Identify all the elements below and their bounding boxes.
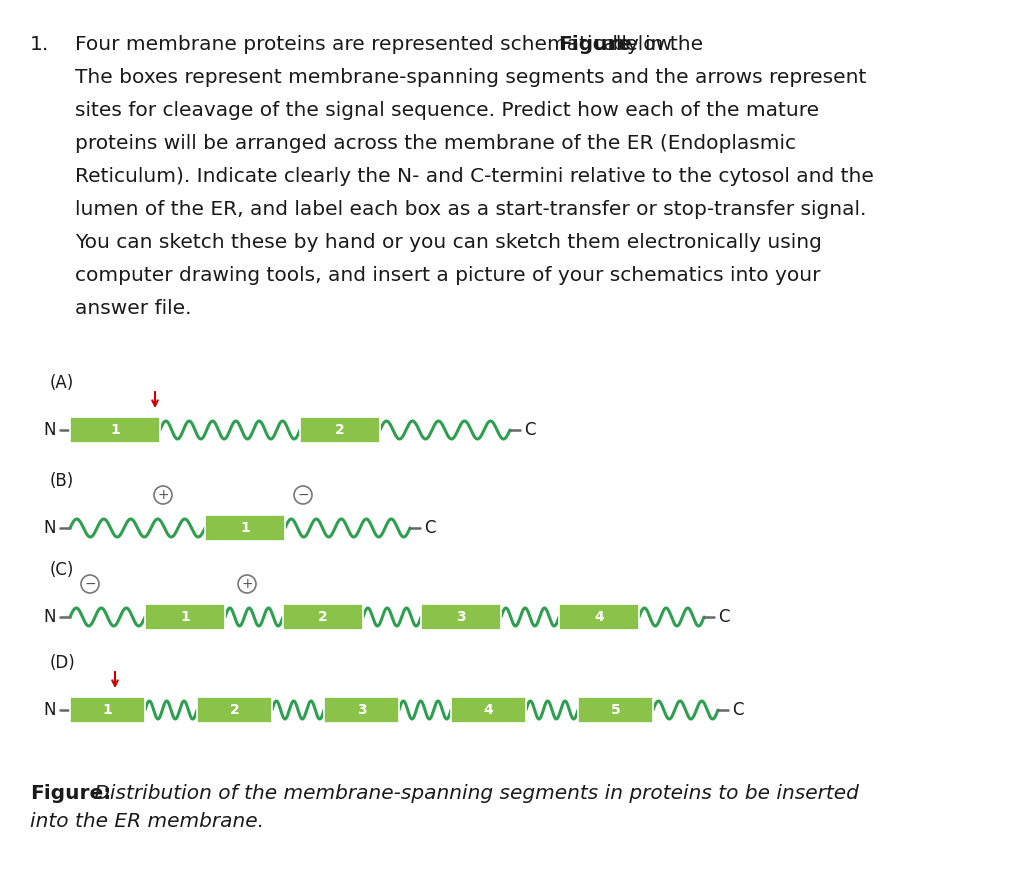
Bar [145, 604, 225, 630]
Text: N: N [43, 421, 56, 439]
Text: (C): (C) [50, 561, 75, 579]
Text: 1: 1 [180, 610, 189, 624]
Text: N: N [43, 519, 56, 537]
Text: You can sketch these by hand or you can sketch them electronically using: You can sketch these by hand or you can … [75, 233, 822, 252]
Text: 5: 5 [610, 703, 621, 717]
Text: proteins will be arranged across the membrane of the ER (Endoplasmic: proteins will be arranged across the mem… [75, 134, 796, 153]
Circle shape [238, 575, 256, 593]
Bar [197, 697, 272, 723]
Text: (B): (B) [50, 472, 75, 490]
Text: +: + [158, 488, 169, 502]
Circle shape [294, 486, 312, 504]
Text: Four membrane proteins are represented schematically in the: Four membrane proteins are represented s… [75, 35, 710, 54]
Text: 3: 3 [356, 703, 367, 717]
Text: 1.: 1. [30, 35, 49, 54]
Bar [421, 604, 501, 630]
Text: +: + [242, 577, 253, 591]
Text: 4: 4 [483, 703, 494, 717]
Text: 3: 3 [456, 610, 466, 624]
Text: N: N [43, 608, 56, 626]
Text: Reticulum). Indicate clearly the N- and C-termini relative to the cytosol and th: Reticulum). Indicate clearly the N- and … [75, 167, 873, 186]
Text: below.: below. [606, 35, 677, 54]
Bar [300, 417, 380, 443]
Bar [578, 697, 653, 723]
Text: answer file.: answer file. [75, 299, 191, 318]
Text: C: C [732, 701, 743, 719]
Text: 2: 2 [229, 703, 240, 717]
Bar [205, 515, 285, 541]
Text: 2: 2 [335, 423, 345, 437]
Bar [283, 604, 362, 630]
Bar [70, 417, 160, 443]
Bar [559, 604, 639, 630]
Text: C: C [718, 608, 729, 626]
Text: 4: 4 [594, 610, 604, 624]
Text: Figure:: Figure: [30, 784, 112, 803]
Bar [70, 697, 145, 723]
Text: lumen of the ER, and label each box as a start-transfer or stop-transfer signal.: lumen of the ER, and label each box as a… [75, 200, 866, 219]
Circle shape [81, 575, 99, 593]
Text: sites for cleavage of the signal sequence. Predict how each of the mature: sites for cleavage of the signal sequenc… [75, 101, 819, 120]
Text: C: C [524, 421, 536, 439]
Text: Figure: Figure [558, 35, 631, 54]
Text: 2: 2 [318, 610, 328, 624]
Bar [324, 697, 399, 723]
Circle shape [154, 486, 172, 504]
Text: The boxes represent membrane-spanning segments and the arrows represent: The boxes represent membrane-spanning se… [75, 68, 866, 87]
Text: C: C [424, 519, 435, 537]
Text: Distribution of the membrane-spanning segments in proteins to be inserted: Distribution of the membrane-spanning se… [88, 784, 859, 803]
Text: 1: 1 [102, 703, 113, 717]
Bar [451, 697, 526, 723]
Text: computer drawing tools, and insert a picture of your schematics into your: computer drawing tools, and insert a pic… [75, 266, 820, 285]
Text: −: − [84, 577, 96, 591]
Text: N: N [43, 701, 56, 719]
Text: 1: 1 [240, 521, 250, 535]
Text: into the ER membrane.: into the ER membrane. [30, 812, 264, 831]
Text: 1: 1 [111, 423, 120, 437]
Text: (A): (A) [50, 374, 75, 392]
Text: −: − [297, 488, 309, 502]
Text: (D): (D) [50, 654, 76, 672]
